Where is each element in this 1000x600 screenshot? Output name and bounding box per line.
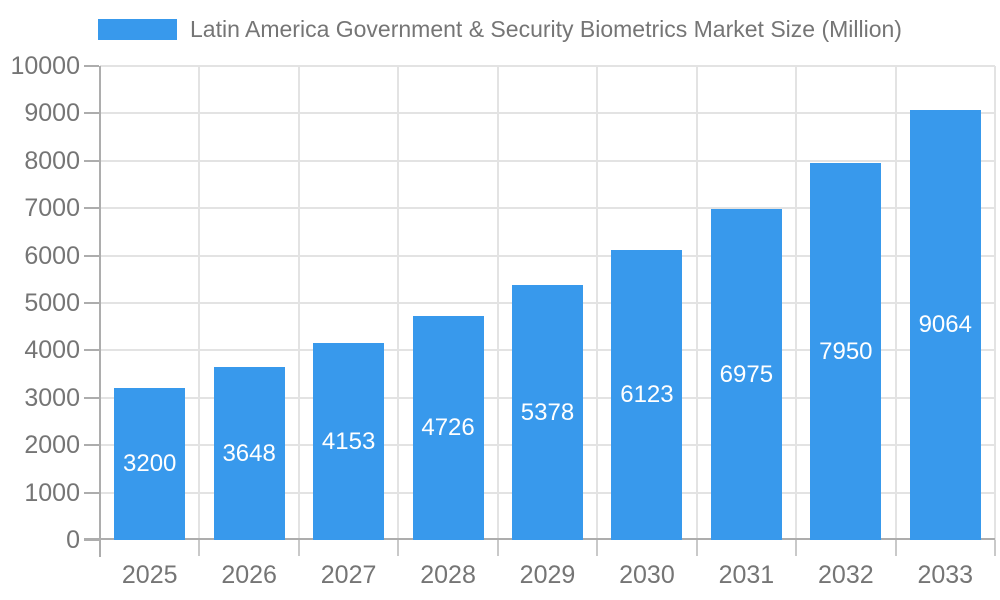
x-axis-label: 2025 bbox=[121, 561, 178, 589]
y-axis-line bbox=[99, 66, 101, 557]
legend-swatch[interactable] bbox=[98, 19, 178, 40]
x-tick bbox=[198, 540, 201, 556]
y-tick bbox=[84, 444, 99, 447]
x-axis-label: 2028 bbox=[420, 561, 476, 589]
bar-value-label: 5378 bbox=[520, 398, 575, 426]
y-tick bbox=[84, 159, 99, 162]
bar-value-label: 4153 bbox=[321, 427, 376, 455]
y-tick bbox=[84, 349, 99, 352]
y-axis-label: 1000 bbox=[24, 478, 80, 507]
x-axis-label: 2032 bbox=[818, 561, 874, 589]
x-tick bbox=[397, 540, 400, 556]
legend[interactable]: Latin America Government & Security Biom… bbox=[0, 16, 1000, 43]
bar[interactable]: 3648 bbox=[213, 367, 285, 540]
v-gridline bbox=[198, 66, 201, 540]
y-tick bbox=[84, 207, 99, 210]
bar-value-label: 9064 bbox=[918, 311, 972, 339]
x-axis-label: 2029 bbox=[519, 561, 576, 589]
x-tick bbox=[596, 540, 599, 556]
y-tick bbox=[84, 112, 99, 115]
y-axis-label: 4000 bbox=[24, 336, 80, 365]
v-gridline bbox=[596, 66, 599, 540]
y-axis-label: 10000 bbox=[10, 52, 80, 80]
x-axis-label: 2026 bbox=[221, 561, 277, 589]
bar-value-label: 6123 bbox=[620, 380, 674, 408]
y-tick bbox=[84, 65, 99, 67]
v-gridline bbox=[894, 66, 897, 540]
v-gridline bbox=[994, 66, 996, 540]
bar-value-label: 6975 bbox=[719, 360, 774, 388]
bar-value-label: 7950 bbox=[819, 337, 873, 365]
bar[interactable]: 6123 bbox=[611, 249, 683, 540]
v-gridline bbox=[695, 66, 698, 540]
y-tick bbox=[84, 491, 99, 494]
h-gridline bbox=[100, 254, 995, 257]
v-gridline bbox=[496, 66, 499, 540]
bar[interactable]: 5378 bbox=[512, 285, 583, 540]
y-axis-label: 9000 bbox=[24, 99, 80, 128]
x-axis-label: 2031 bbox=[718, 561, 775, 589]
h-gridline bbox=[100, 112, 995, 115]
y-tick bbox=[84, 539, 99, 541]
x-tick bbox=[297, 540, 300, 556]
v-gridline bbox=[297, 66, 300, 540]
bar[interactable]: 9064 bbox=[909, 110, 981, 540]
legend-series-label: Latin America Government & Security Biom… bbox=[190, 16, 902, 42]
y-axis-label: 8000 bbox=[24, 146, 80, 175]
x-tick bbox=[496, 540, 499, 556]
v-gridline bbox=[795, 66, 798, 540]
bar[interactable]: 3200 bbox=[114, 388, 186, 540]
y-tick bbox=[84, 254, 99, 257]
x-tick bbox=[894, 540, 897, 556]
bar-value-label: 3200 bbox=[123, 450, 177, 478]
x-tick bbox=[695, 540, 698, 556]
bar-value-label: 3648 bbox=[222, 439, 276, 467]
h-gridline bbox=[100, 207, 995, 210]
bar[interactable]: 6975 bbox=[710, 209, 782, 540]
y-axis-label: 2000 bbox=[24, 431, 80, 460]
y-axis-label: 0 bbox=[66, 526, 80, 554]
y-axis-label: 6000 bbox=[24, 241, 80, 270]
bar[interactable]: 4153 bbox=[313, 343, 385, 540]
x-tick bbox=[795, 540, 798, 556]
y-tick bbox=[84, 396, 99, 399]
y-axis-label: 5000 bbox=[24, 289, 80, 317]
x-axis-label: 2030 bbox=[619, 561, 675, 589]
bar[interactable]: 7950 bbox=[810, 163, 882, 540]
x-axis-label: 2027 bbox=[320, 561, 377, 589]
y-axis-label: 3000 bbox=[24, 383, 80, 412]
y-axis-label: 7000 bbox=[24, 194, 80, 223]
x-axis-label: 2033 bbox=[917, 561, 974, 589]
h-gridline bbox=[100, 65, 995, 67]
x-tick bbox=[994, 540, 996, 556]
v-gridline bbox=[397, 66, 400, 540]
bar[interactable]: 4726 bbox=[412, 315, 484, 540]
bar-value-label: 4726 bbox=[421, 413, 475, 441]
h-gridline bbox=[100, 159, 995, 162]
y-tick bbox=[84, 302, 99, 304]
